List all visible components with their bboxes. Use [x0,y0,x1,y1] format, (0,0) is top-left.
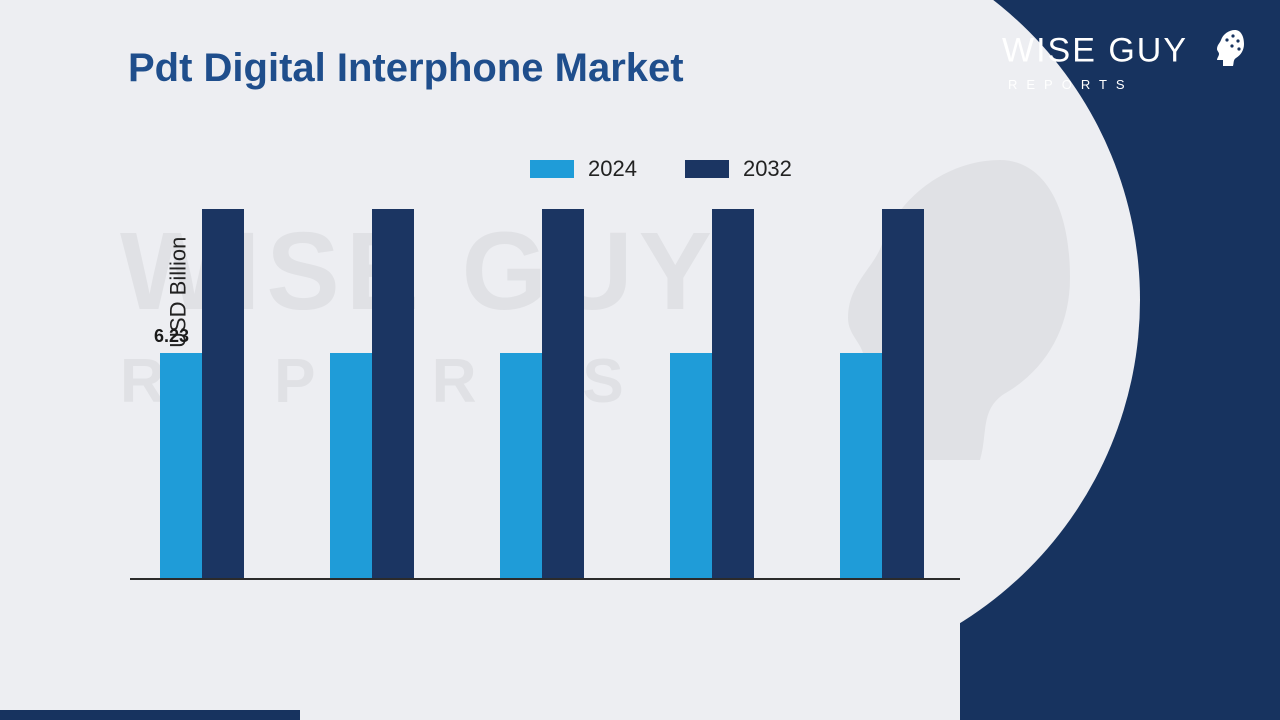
legend: 2024 2032 [530,156,792,182]
page-title: Pdt Digital Interphone Market [128,46,684,91]
bar-2032 [712,209,754,578]
bar-2024 [160,353,202,578]
brand-top-text: WISE GUY [1002,31,1187,69]
bar-2032 [202,209,244,578]
head-icon [1205,26,1249,79]
legend-label-a: 2024 [588,156,637,182]
bar-value-label: 6.23 [154,326,189,347]
legend-item-2024: 2024 [530,156,637,182]
bar-2032 [542,209,584,578]
bar-2032 [882,209,924,578]
footer-accent-bar [0,710,300,720]
legend-swatch-a [530,160,574,178]
legend-label-b: 2032 [743,156,792,182]
bar-2024 [330,353,372,578]
bar-2024 [670,353,712,578]
bar-2032 [372,209,414,578]
bar-2024 [840,353,882,578]
stage: WISE GUY REPORTS Pdt Digital Interphone … [0,0,1280,720]
bar-chart: Market Size in USD Billion 2024 2032 6.2… [100,150,960,580]
brand-logo-top: WISE GUY [1002,26,1252,79]
brand-logo-sub: REPORTS [1008,77,1252,92]
legend-item-2032: 2032 [685,156,792,182]
plot-area: 6.23NORTHAMERICAEUROPESOUTHAMERICAASIAPA… [130,200,960,580]
legend-swatch-b [685,160,729,178]
brand-logo: WISE GUY REPORTS [1002,26,1252,92]
bar-2024 [500,353,542,578]
